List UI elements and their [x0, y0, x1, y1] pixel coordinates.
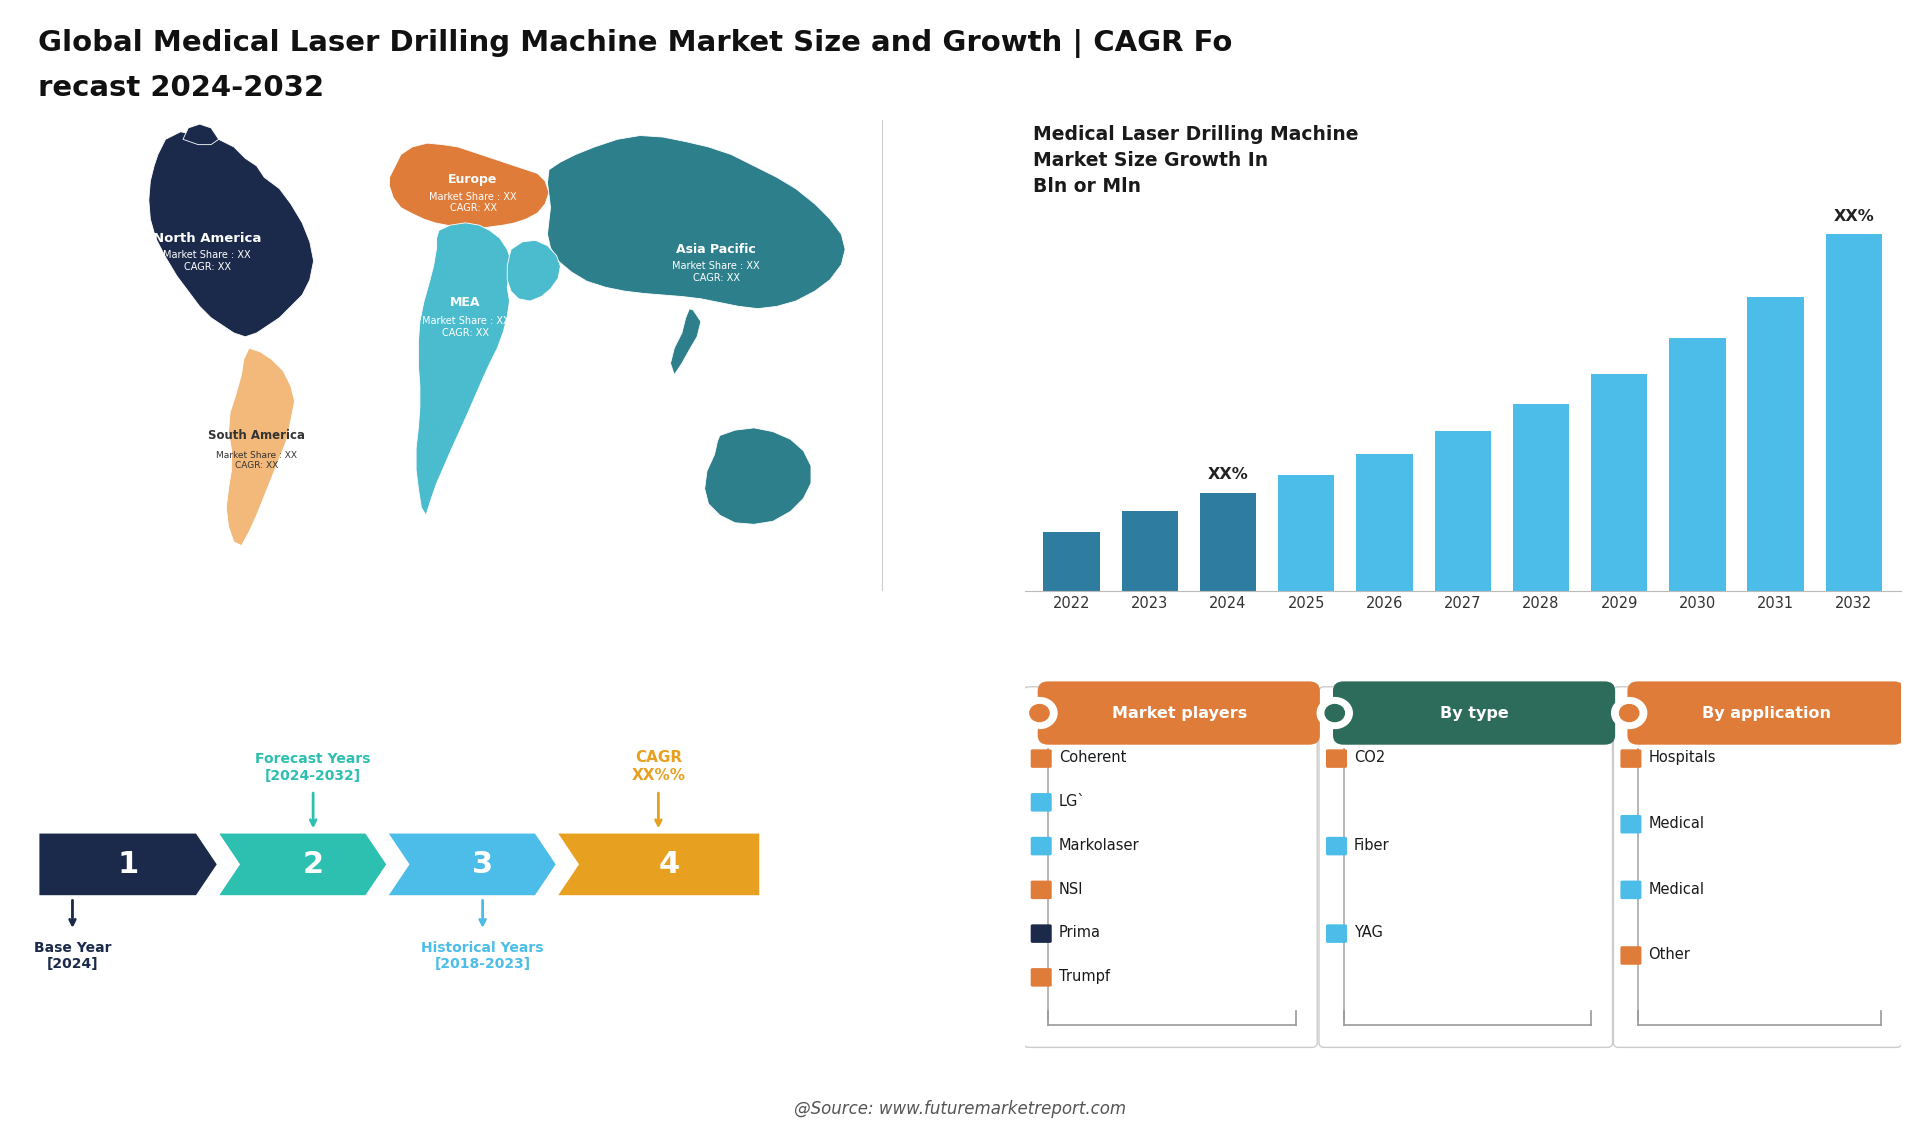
Text: CAGR
XX%%: CAGR XX%%: [632, 751, 685, 783]
Circle shape: [1317, 698, 1352, 729]
Text: CO2: CO2: [1354, 751, 1384, 766]
Text: By application: By application: [1701, 706, 1832, 721]
Polygon shape: [507, 241, 561, 301]
Polygon shape: [390, 143, 549, 228]
FancyBboxPatch shape: [1319, 686, 1613, 1047]
Circle shape: [1029, 705, 1048, 722]
Text: XX%: XX%: [1208, 468, 1248, 482]
FancyBboxPatch shape: [1332, 682, 1615, 745]
Text: Market Share : XX
CAGR: XX: Market Share : XX CAGR: XX: [217, 450, 298, 470]
Text: NSI: NSI: [1058, 881, 1083, 896]
Bar: [1826, 235, 1882, 591]
Text: Hospitals: Hospitals: [1649, 751, 1716, 766]
Text: By type: By type: [1440, 706, 1509, 721]
Text: Markolaser: Markolaser: [1058, 838, 1139, 853]
Bar: [1513, 403, 1569, 591]
Bar: [1043, 532, 1100, 591]
Text: Medical: Medical: [1649, 816, 1705, 831]
Bar: [1668, 338, 1726, 591]
Text: Market Share : XX
CAGR: XX: Market Share : XX CAGR: XX: [163, 250, 252, 272]
Text: YAG: YAG: [1354, 925, 1382, 941]
Polygon shape: [227, 348, 294, 545]
Text: LG`: LG`: [1058, 794, 1085, 809]
Text: Market Share : XX
CAGR: XX: Market Share : XX CAGR: XX: [672, 261, 760, 283]
Text: Prima: Prima: [1058, 925, 1100, 941]
FancyBboxPatch shape: [1620, 947, 1642, 965]
Polygon shape: [705, 427, 810, 525]
FancyBboxPatch shape: [1327, 837, 1348, 855]
Bar: [1356, 455, 1413, 591]
Text: Asia Pacific: Asia Pacific: [676, 243, 756, 256]
Bar: [1279, 476, 1334, 591]
Circle shape: [1611, 698, 1647, 729]
FancyBboxPatch shape: [1327, 925, 1348, 943]
FancyBboxPatch shape: [1327, 749, 1348, 768]
Circle shape: [1325, 705, 1344, 722]
FancyBboxPatch shape: [1613, 686, 1901, 1047]
Text: South America: South America: [207, 429, 305, 442]
Bar: [1121, 511, 1177, 591]
Circle shape: [1620, 705, 1640, 722]
Text: Europe: Europe: [449, 173, 497, 186]
Text: @Source: www.futuremarketreport.com: @Source: www.futuremarketreport.com: [795, 1100, 1125, 1118]
FancyBboxPatch shape: [1031, 793, 1052, 811]
Text: 3: 3: [472, 850, 493, 879]
Bar: [1200, 493, 1256, 591]
Text: Medical Laser Drilling Machine
Market Size Growth In
Bln or Mln: Medical Laser Drilling Machine Market Si…: [1033, 125, 1359, 196]
Text: 1: 1: [117, 850, 138, 879]
Polygon shape: [417, 222, 511, 516]
Text: Forecast Years
[2024-2032]: Forecast Years [2024-2032]: [255, 752, 371, 783]
Text: 2: 2: [303, 850, 324, 879]
Text: Trumpf: Trumpf: [1058, 970, 1110, 984]
FancyBboxPatch shape: [1620, 880, 1642, 900]
Text: Market Share : XX
CAGR: XX: Market Share : XX CAGR: XX: [430, 191, 516, 213]
Text: recast 2024-2032: recast 2024-2032: [38, 74, 324, 102]
FancyBboxPatch shape: [1023, 686, 1317, 1047]
Text: North America: North America: [154, 231, 261, 244]
FancyBboxPatch shape: [1620, 815, 1642, 833]
FancyBboxPatch shape: [1031, 749, 1052, 768]
Polygon shape: [182, 124, 219, 144]
FancyBboxPatch shape: [1031, 880, 1052, 900]
Bar: [1434, 431, 1490, 591]
Text: Other: Other: [1649, 948, 1690, 963]
Text: XX%: XX%: [1834, 209, 1874, 223]
Text: Market players: Market players: [1112, 706, 1246, 721]
Text: Fiber: Fiber: [1354, 838, 1390, 853]
FancyBboxPatch shape: [1031, 968, 1052, 987]
FancyBboxPatch shape: [1031, 925, 1052, 943]
Text: Historical Years
[2018-2023]: Historical Years [2018-2023]: [420, 941, 543, 971]
Text: 4: 4: [659, 850, 680, 879]
Polygon shape: [217, 833, 388, 896]
Polygon shape: [150, 132, 313, 337]
FancyBboxPatch shape: [1620, 749, 1642, 768]
FancyBboxPatch shape: [1037, 682, 1319, 745]
Bar: [1592, 374, 1647, 591]
Bar: [1747, 297, 1803, 591]
Circle shape: [1021, 698, 1058, 729]
Text: Base Year
[2024]: Base Year [2024]: [35, 941, 111, 971]
Text: MEA: MEA: [449, 296, 480, 309]
FancyBboxPatch shape: [1031, 837, 1052, 855]
Text: Market Share : XX
CAGR: XX: Market Share : XX CAGR: XX: [422, 316, 509, 338]
Text: Global Medical Laser Drilling Machine Market Size and Growth | CAGR Fo: Global Medical Laser Drilling Machine Ma…: [38, 29, 1233, 57]
Polygon shape: [557, 833, 760, 896]
Text: Coherent: Coherent: [1058, 751, 1127, 766]
Polygon shape: [547, 135, 845, 308]
Polygon shape: [670, 308, 701, 375]
Polygon shape: [388, 833, 557, 896]
FancyBboxPatch shape: [1628, 682, 1905, 745]
Polygon shape: [38, 833, 217, 896]
Text: Medical: Medical: [1649, 881, 1705, 896]
